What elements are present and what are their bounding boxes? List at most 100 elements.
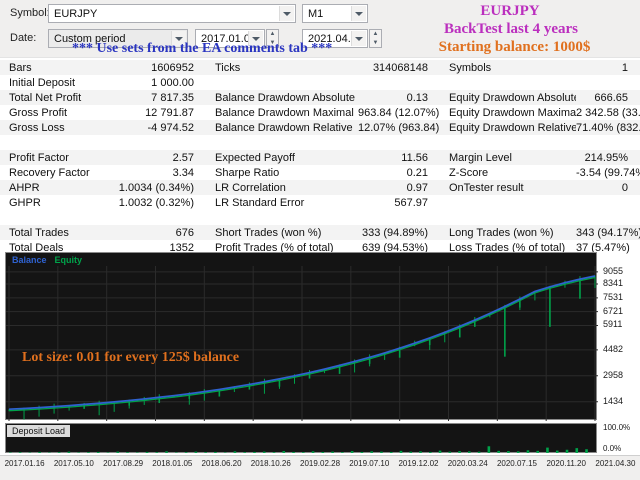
stat-value: 11.56 <box>401 151 428 164</box>
stat-value: 37 (5.47%) <box>576 241 630 254</box>
table-row: Total Deals 1352 Profit Trades (% of total… <box>0 240 640 255</box>
x-axis-label: 2018.10.26 <box>250 459 291 468</box>
deposit-load-axis: 100.0% 0.0% <box>600 423 640 453</box>
chevron-down-icon[interactable] <box>351 31 366 46</box>
date-from-value: 2017.01.01 <box>201 32 257 45</box>
stat-label: Margin Level <box>449 151 512 164</box>
table-row: Bars 1606952 Ticks 314068148 Symbols 1 <box>0 60 640 75</box>
x-axis-label: 2018.06.20 <box>201 459 242 468</box>
stat-value: 314068148 <box>372 61 428 74</box>
balance-chart-svg <box>6 266 598 421</box>
x-axis-label: 2017.05.10 <box>53 459 94 468</box>
stat-value: 0 <box>621 181 628 194</box>
symbol-combo[interactable]: EURJPY <box>48 4 296 23</box>
stat-value: 0.21 <box>406 166 428 179</box>
chevron-down-icon[interactable] <box>279 6 294 21</box>
stat-label: Profit Trades (% of total) <box>215 241 334 254</box>
stat-label: Balance Drawdown Relative <box>215 121 353 134</box>
stat-label: LR Standard Error <box>215 196 305 209</box>
stat-value: 214.95% <box>584 151 628 164</box>
stat-value: 639 (94.53%) <box>361 241 428 254</box>
y-axis: 9055 8341 7531 6721 5911 4482 2958 1434 <box>600 252 640 420</box>
stat-label: Balance Drawdown Maximal <box>215 106 354 119</box>
chevron-down-icon[interactable] <box>171 31 186 46</box>
stat-label: Long Trades (won %) <box>449 226 554 239</box>
chevron-down-icon[interactable] <box>248 31 263 46</box>
table-separator <box>0 135 640 150</box>
spin-down-icon[interactable]: ▼ <box>269 39 276 46</box>
x-axis-label: 2020.03.24 <box>447 459 488 468</box>
date-label: Date: <box>10 32 37 44</box>
deposit-load-panel <box>5 423 597 453</box>
stat-label: Initial Deposit <box>9 76 76 89</box>
stat-label: Gross Loss <box>9 121 65 134</box>
stat-label: Recovery Factor <box>9 166 90 179</box>
stat-label: Loss Trades (% of total) <box>449 241 566 254</box>
chevron-down-icon[interactable] <box>351 6 366 21</box>
stat-value: 12 791.87 <box>145 106 194 119</box>
stat-label: Total Net Profit <box>9 91 82 104</box>
deposit-chart-svg <box>9 446 588 453</box>
y-axis-label: 5911 <box>603 319 623 330</box>
deposit-load-label: Deposit Load <box>7 425 71 437</box>
symbol-label: Symbol: <box>10 7 50 19</box>
x-axis-label: 2018.01.05 <box>152 459 193 468</box>
y-axis-label: 7531 <box>603 291 624 302</box>
y-axis-label: 2958 <box>603 369 624 380</box>
table-row: GHPR 1.0032 (0.32%) LR Standard Error 567.9… <box>0 195 640 210</box>
stat-value: 666.65 <box>594 91 628 104</box>
stat-label: AHPR <box>9 181 40 194</box>
lot-size-note: Lot size: 0.01 for every 125$ balance <box>22 350 240 365</box>
date-to-field[interactable]: 2021.04.30 <box>302 29 368 48</box>
stat-label: Short Trades (won %) <box>215 226 322 239</box>
date-from-spinner[interactable]: ▲ ▼ <box>266 29 279 48</box>
table-row: Profit Factor 2.57 Expected Payoff 11.56 Mar… <box>0 150 640 165</box>
table-row: Total Trades 676 Short Trades (won %) 333 (… <box>0 225 640 240</box>
x-axis-label: 2017.01.16 <box>4 459 45 468</box>
table-row: Gross Loss -4 974.52 Balance Drawdown Rela… <box>0 120 640 135</box>
chart-legend: Balance Equity <box>12 255 90 265</box>
x-axis-label: 2019.12.02 <box>398 459 439 468</box>
stat-value: 1.0034 (0.34%) <box>118 181 194 194</box>
stat-value: 12.07% (963.84) <box>358 121 440 134</box>
table-separator <box>0 210 640 225</box>
ea-comments-note: *** Use sets from the EA comments tab **… <box>72 41 333 56</box>
stat-value: 1606952 <box>151 61 194 74</box>
stat-label: Equity Drawdown Absolute <box>449 91 576 104</box>
stat-label: LR Correlation <box>215 181 286 194</box>
report-subtitle: BackTest last 4 years <box>443 21 579 37</box>
legend-balance: Balance <box>12 255 47 265</box>
stat-label: Sharpe Ratio <box>215 166 280 179</box>
stat-label: Profit Factor <box>9 151 69 164</box>
stat-value: 963.84 (12.07%) <box>358 106 440 119</box>
stat-value: -4 974.52 <box>147 121 194 134</box>
period-combo[interactable]: Custom period <box>48 29 188 48</box>
report-title: EURJPY <box>480 3 540 19</box>
date-from-field[interactable]: 2017.01.01 <box>195 29 265 48</box>
x-axis-label: 2017.08.29 <box>103 459 144 468</box>
stat-label: Equity Drawdown Maximal <box>449 106 576 119</box>
stat-label: OnTester result <box>449 181 524 194</box>
y-axis-label: 1434 <box>603 395 624 406</box>
x-axis-label: 2020.07.15 <box>496 459 537 468</box>
stat-value: 0.13 <box>406 91 428 104</box>
stat-value: 333 (94.89%) <box>361 226 428 239</box>
table-row: AHPR 1.0034 (0.34%) LR Correlation 0.97 OnTe… <box>0 180 640 195</box>
y-axis-label: 6721 <box>603 305 624 316</box>
date-to-spinner[interactable]: ▲ ▼ <box>369 29 382 48</box>
table-row: Initial Deposit 1 000.00 <box>0 75 640 90</box>
stat-value: 2 342.58 (33.42%) <box>576 106 640 119</box>
spin-down-icon[interactable]: ▼ <box>372 39 379 46</box>
spin-up-icon[interactable]: ▲ <box>269 31 276 38</box>
toolbar: Symbol: EURJPY M1 Date: Custom period 20… <box>0 0 640 58</box>
stat-label: Gross Profit <box>9 106 68 119</box>
stat-value: 1352 <box>169 241 194 254</box>
timeframe-value: M1 <box>308 7 324 20</box>
stats-table: Bars 1606952 Ticks 314068148 Symbols 1 Initial… <box>0 60 640 255</box>
y-axis-label: 4482 <box>603 343 624 354</box>
timeframe-combo[interactable]: M1 <box>302 4 368 23</box>
stat-label: Total Trades <box>9 226 69 239</box>
spin-up-icon[interactable]: ▲ <box>372 31 379 38</box>
stat-value: 676 <box>175 226 194 239</box>
deposit-axis-max: 100.0% <box>603 423 631 432</box>
